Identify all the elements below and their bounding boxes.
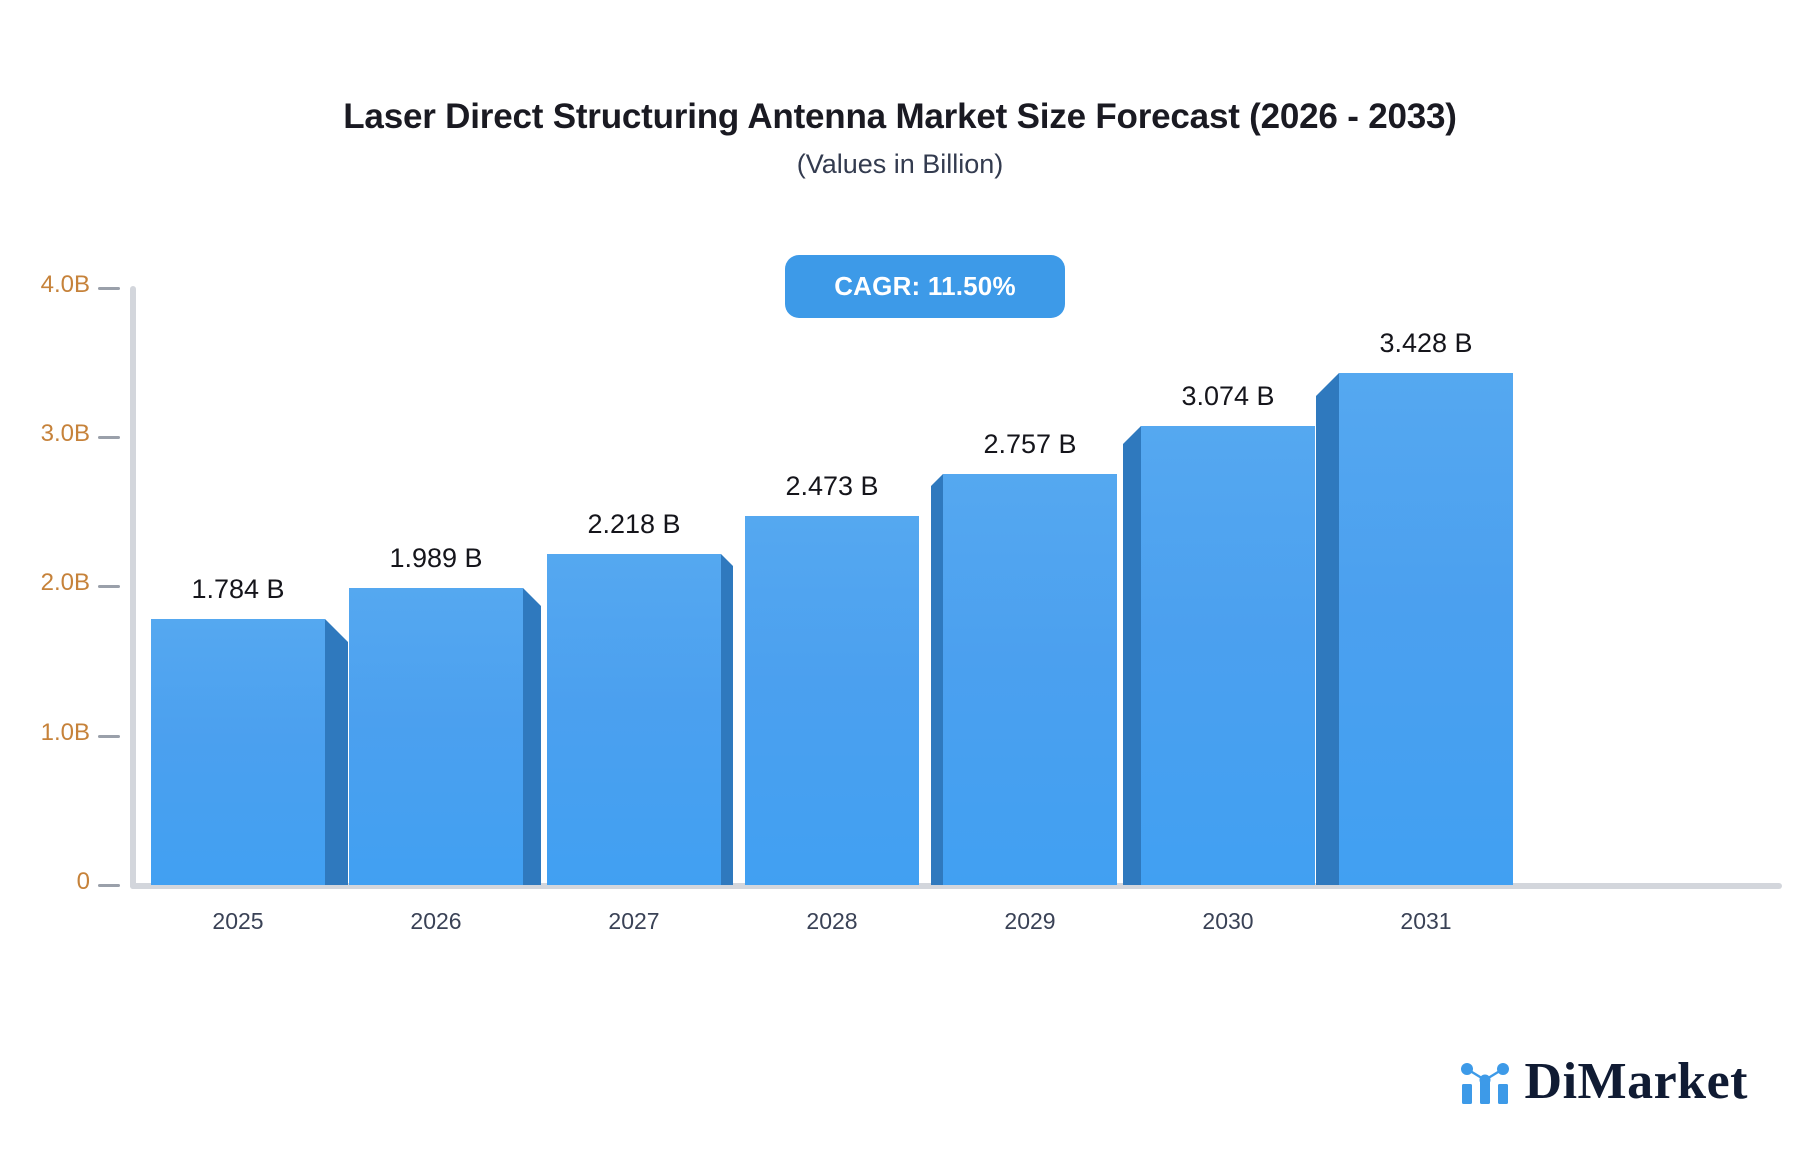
y-tick-label-4: 4.0B <box>40 271 90 298</box>
y-tick-label-2: 2.0B <box>40 569 90 596</box>
cagr-badge-label: CAGR: 11.50% <box>834 271 1016 301</box>
brand-name: DiMarket <box>1524 1053 1748 1110</box>
y-tick-dash <box>98 584 120 588</box>
bar-top-2027 <box>721 554 733 566</box>
y-axis-spine <box>130 286 136 889</box>
bar-front-2025[interactable] <box>151 619 325 885</box>
bar-side-2027 <box>721 566 733 885</box>
bar-front-2028[interactable] <box>745 516 919 885</box>
bar-top-2026 <box>523 588 541 606</box>
cagr-badge: CAGR: 11.50% <box>785 255 1065 318</box>
bar-front-2031[interactable] <box>1339 373 1513 885</box>
chart-title: Laser Direct Structuring Antenna Market … <box>343 97 1457 136</box>
x-tick-label-2025: 2025 <box>212 908 264 934</box>
chart-bars-icon <box>1460 1063 1509 1104</box>
x-tick-label-2028: 2028 <box>806 908 858 934</box>
plot-area: 1.784 B 1.989 B 2.218 B 2.473 B 2.757 B <box>130 288 1780 885</box>
bar-front-2026[interactable] <box>349 588 523 885</box>
y-tick-dash <box>98 883 120 887</box>
y-tick-dash <box>98 435 120 439</box>
y-tick-label-3: 3.0B <box>40 420 90 447</box>
x-tick-label-2030: 2030 <box>1202 908 1254 934</box>
y-tick-dash <box>98 734 120 738</box>
bar-value-2030: 3.074 B <box>1181 381 1275 411</box>
bar-side-2025 <box>325 642 348 885</box>
bar-top-2025 <box>325 619 348 642</box>
bar-front-2029[interactable] <box>943 474 1117 885</box>
y-tick-label-1: 1.0B <box>40 719 90 746</box>
bar-front-2027[interactable] <box>547 554 721 885</box>
bar-front-2030[interactable] <box>1141 426 1315 885</box>
y-tick-label-0: 0 <box>76 868 90 895</box>
bar-value-2029: 2.757 B <box>983 429 1077 459</box>
x-axis-spine <box>130 883 1782 889</box>
bar-side-2026 <box>523 606 541 885</box>
title-block: Laser Direct Structuring Antenna Market … <box>0 96 1800 180</box>
x-tick-label-2027: 2027 <box>608 908 660 934</box>
dimarket-logo: DiMarket <box>1459 1056 1748 1108</box>
bar-side-2029 <box>931 486 943 885</box>
x-tick-label-2031: 2031 <box>1400 908 1452 934</box>
chart-subtitle: (Values in Billion) <box>796 149 1004 180</box>
bar-side-2030 <box>1123 444 1141 885</box>
bar-value-2031: 3.428 B <box>1379 328 1473 358</box>
bar-value-2027: 2.218 B <box>587 509 681 539</box>
y-tick-dash <box>98 286 120 290</box>
bar-side-2031 <box>1316 396 1339 885</box>
x-tick-label-2029: 2029 <box>1004 908 1056 934</box>
x-tick-label-2026: 2026 <box>410 908 462 934</box>
bar-value-2026: 1.989 B <box>389 543 483 573</box>
bar-value-2025: 1.784 B <box>191 574 285 604</box>
bar-value-2028: 2.473 B <box>785 471 879 501</box>
